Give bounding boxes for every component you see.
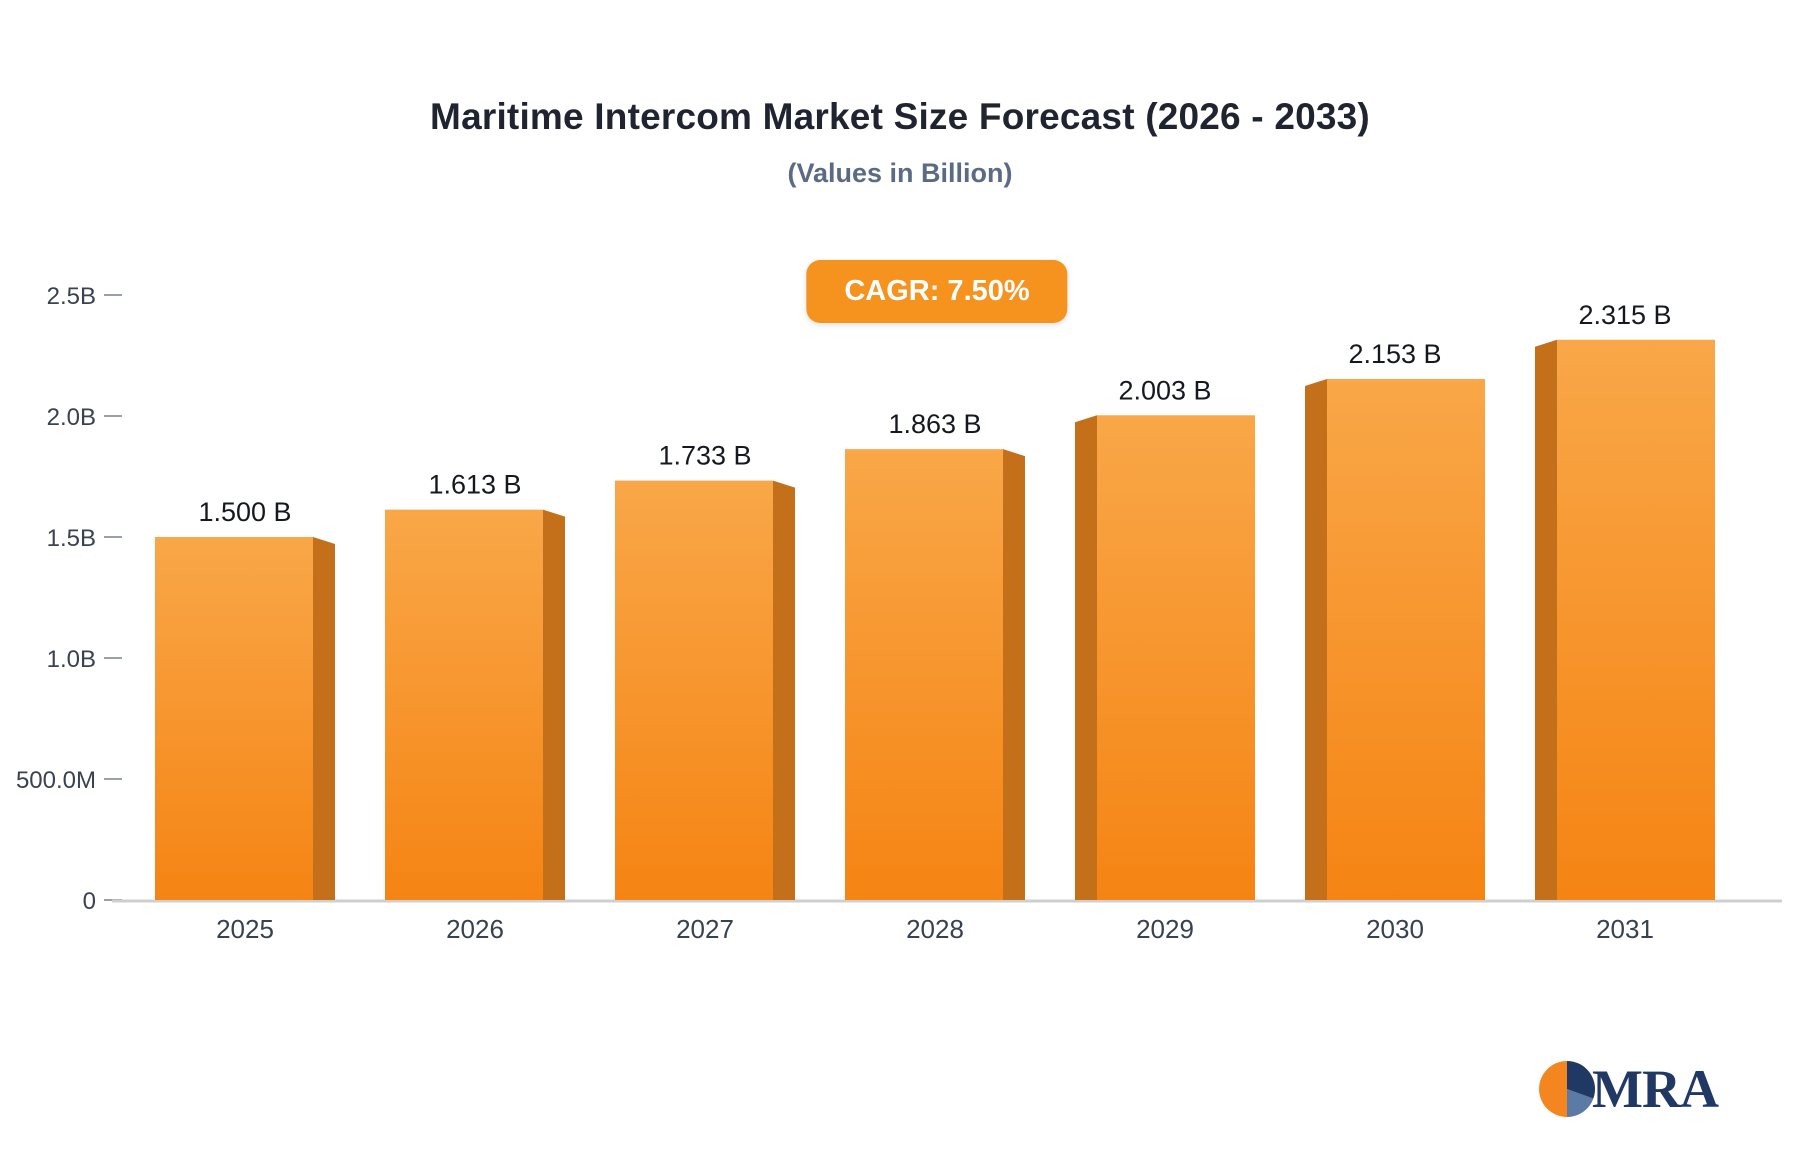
bar-2028: [845, 449, 1003, 900]
bar-value-label: 1.733 B: [658, 441, 751, 471]
x-axis-label: 2030: [1366, 914, 1424, 944]
bar-2026: [385, 509, 543, 900]
bar-side-face: [1305, 378, 1327, 900]
x-axis-label: 2029: [1136, 914, 1194, 944]
bar-side-face: [1535, 339, 1557, 900]
bar-side-face: [313, 537, 335, 900]
bar-2031: [1557, 339, 1715, 900]
bar-side-face: [773, 480, 795, 900]
bar-2027: [615, 480, 773, 900]
bar-value-label: 2.003 B: [1118, 375, 1211, 405]
y-tick-label: 2.0B: [47, 404, 96, 431]
chart-title: Maritime Intercom Market Size Forecast (…: [430, 96, 1370, 137]
y-tick-label: 0: [83, 888, 96, 915]
bar-value-label: 1.500 B: [198, 497, 291, 527]
y-tick-label: 500.0M: [16, 767, 96, 794]
y-tick-label: 1.0B: [47, 646, 96, 673]
cagr-badge: CAGR: 7.50%: [806, 260, 1068, 323]
logo-blue-segment: [1567, 1089, 1594, 1117]
logo-navy-segment: [1567, 1061, 1596, 1099]
brand-logo: MRA: [1538, 1059, 1719, 1119]
y-tick-label: 1.5B: [47, 525, 96, 552]
bar-value-label: 2.315 B: [1578, 300, 1671, 330]
bar-2025: [155, 537, 313, 900]
chart-subtitle: (Values in Billion): [787, 158, 1013, 188]
x-axis-label: 2025: [216, 914, 274, 944]
brand-logo-pie-icon: [1539, 1061, 1596, 1117]
bar-2030: [1327, 378, 1485, 900]
bar-2029: [1097, 415, 1255, 900]
bar-side-face: [543, 509, 565, 900]
bar-value-label: 1.613 B: [428, 470, 521, 500]
x-axis-label: 2027: [676, 914, 734, 944]
brand-logo-text: MRA: [1592, 1059, 1719, 1119]
bar-value-label: 1.863 B: [888, 409, 981, 439]
x-axis-label: 2028: [906, 914, 964, 944]
x-axis-label: 2026: [446, 914, 504, 944]
y-tick-label: 2.5B: [47, 283, 96, 310]
bar-value-label: 2.153 B: [1348, 339, 1441, 369]
x-axis-label: 2031: [1596, 914, 1654, 944]
bar-side-face: [1003, 449, 1025, 900]
bar-side-face: [1075, 415, 1097, 900]
